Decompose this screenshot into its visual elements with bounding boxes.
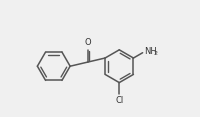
Text: Cl: Cl xyxy=(115,96,123,105)
Text: 2: 2 xyxy=(153,51,157,56)
Text: O: O xyxy=(84,38,91,47)
Text: NH: NH xyxy=(144,48,157,56)
